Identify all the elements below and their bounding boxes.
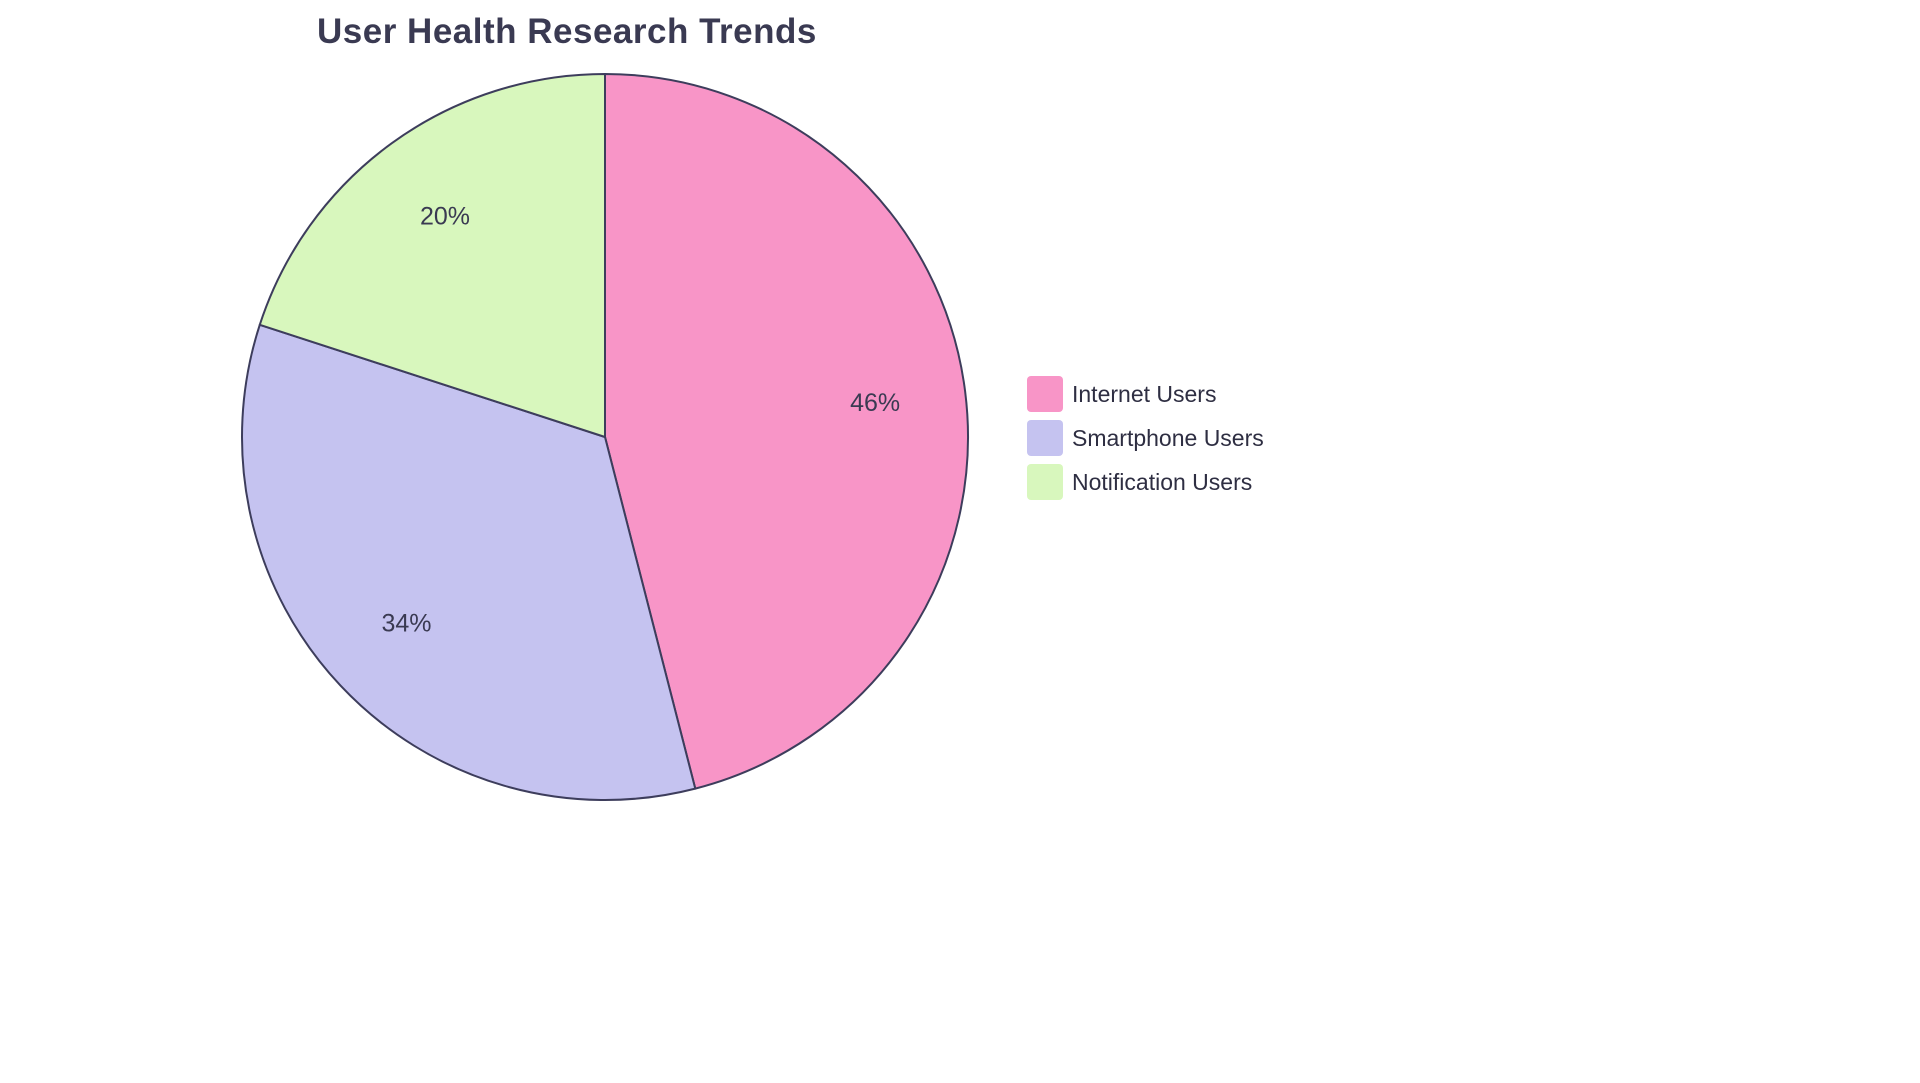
legend-label: Internet Users bbox=[1072, 380, 1217, 407]
legend-swatch bbox=[1027, 464, 1063, 500]
pie-slice-internet-users bbox=[604, 73, 969, 790]
pie-slice-notification-users bbox=[258, 73, 606, 438]
legend-label: Notification Users bbox=[1072, 468, 1253, 495]
pie-slice-smartphone-users bbox=[241, 323, 697, 801]
legend: Internet Users Smartphone Users Notificati… bbox=[1027, 372, 1264, 504]
legend-swatch bbox=[1027, 420, 1063, 456]
slice-percent-label: 46% bbox=[850, 389, 900, 417]
slice-percent-label: 20% bbox=[420, 203, 470, 231]
legend-item: Notification Users bbox=[1027, 460, 1264, 504]
chart-title: User Health Research Trends bbox=[317, 12, 817, 51]
legend-label: Smartphone Users bbox=[1072, 424, 1264, 451]
legend-swatch bbox=[1027, 376, 1063, 412]
legend-item: Internet Users bbox=[1027, 372, 1264, 416]
legend-item: Smartphone Users bbox=[1027, 416, 1264, 460]
slice-percent-label: 34% bbox=[382, 609, 432, 637]
